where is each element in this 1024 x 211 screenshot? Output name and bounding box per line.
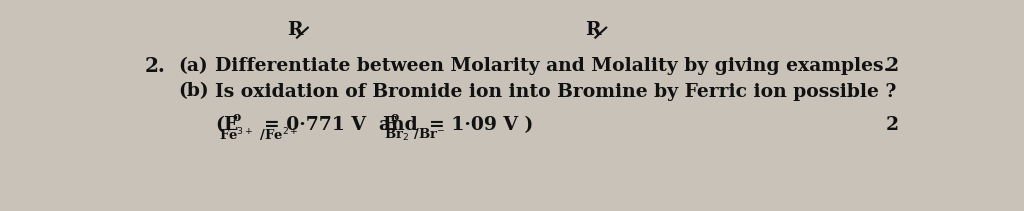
- Text: Is oxidation of Bromide ion into Bromine by Ferric ion possible ?: Is oxidation of Bromide ion into Bromine…: [215, 83, 896, 100]
- Text: Br$_2$ /Br$^{-}$: Br$_2$ /Br$^{-}$: [384, 127, 444, 143]
- Text: (b): (b): [178, 83, 209, 100]
- Text: 2.: 2.: [145, 56, 166, 76]
- Text: R: R: [287, 21, 302, 39]
- Text: E: E: [223, 116, 238, 134]
- Text: = 1·09 V ): = 1·09 V ): [429, 116, 532, 134]
- Text: 2: 2: [886, 116, 899, 134]
- Text: 2: 2: [886, 57, 899, 75]
- Text: o: o: [391, 111, 399, 124]
- Text: (: (: [215, 116, 223, 134]
- Text: E: E: [382, 116, 396, 134]
- Text: o: o: [232, 111, 241, 124]
- Text: R: R: [586, 21, 601, 39]
- Text: Fe$^{3+}$ /Fe$^{2+}$: Fe$^{3+}$ /Fe$^{2+}$: [219, 127, 299, 144]
- Text: Differentiate between Molarity and Molality by giving examples.: Differentiate between Molarity and Molal…: [215, 57, 890, 75]
- Text: (a): (a): [178, 57, 208, 75]
- Text: = 0·771 V  and: = 0·771 V and: [263, 116, 418, 134]
